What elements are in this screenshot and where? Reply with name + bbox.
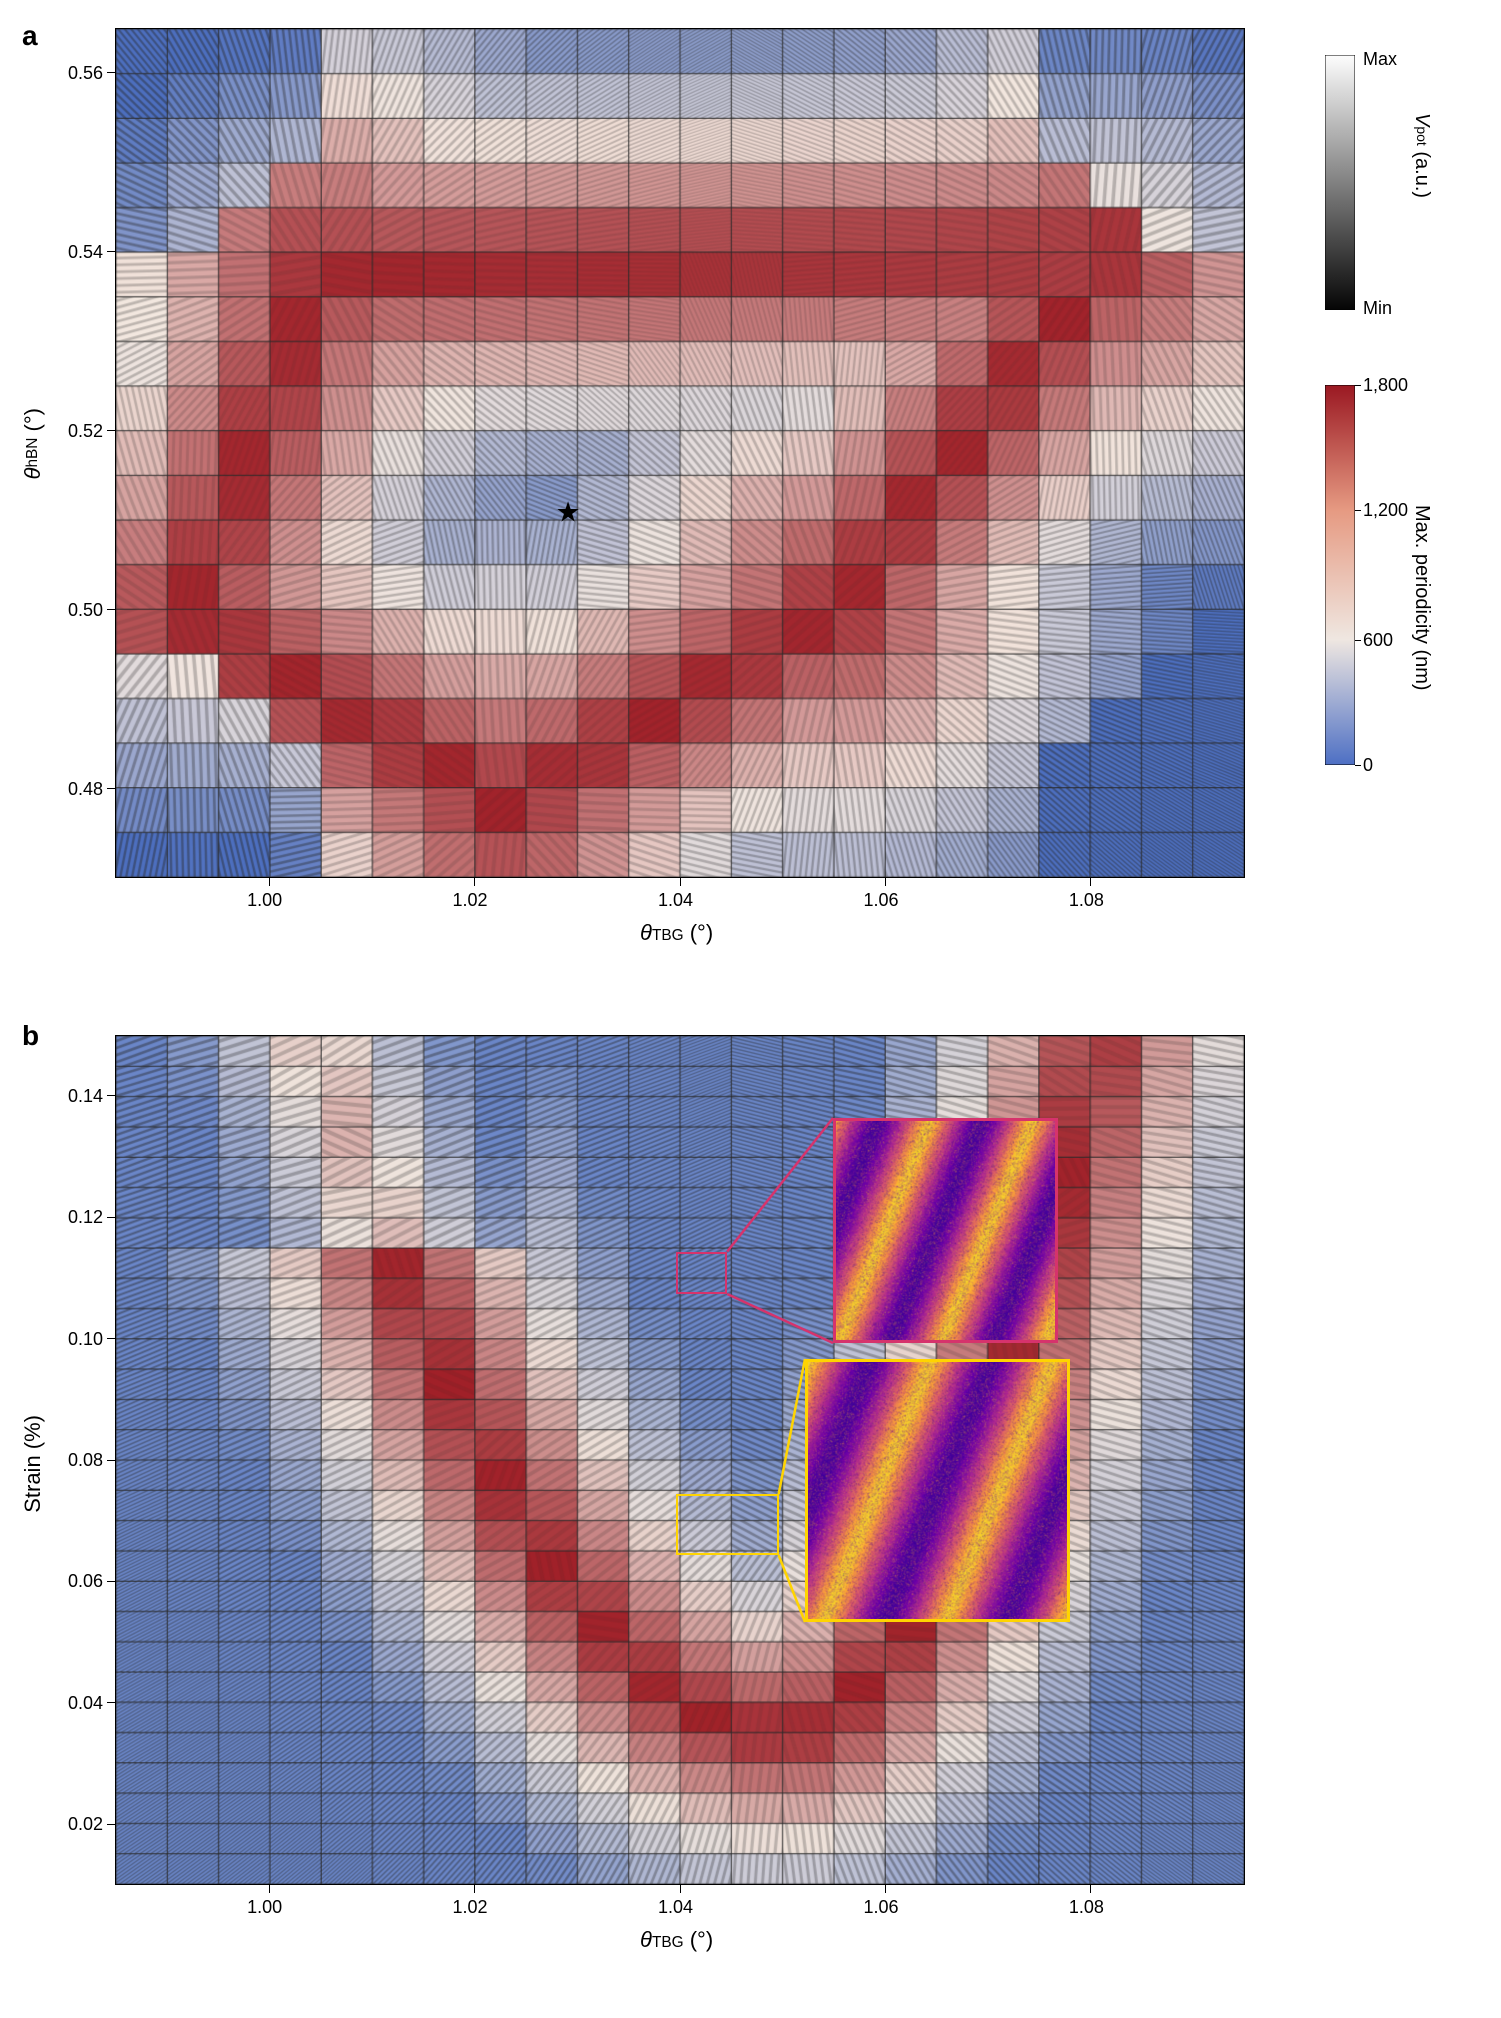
y-tick (107, 1460, 115, 1461)
colorbar-tick-label: 0 (1363, 755, 1373, 776)
y-tick (107, 1338, 115, 1339)
panel-a-label: a (22, 20, 38, 52)
periodicity-colorbar: Max. periodicity (nm)1,8001,2006000 (1325, 385, 1485, 765)
y-tick-label: 0.52 (68, 421, 103, 442)
inset-yellow-canvas (808, 1362, 1067, 1619)
y-tick (107, 1095, 115, 1096)
y-tick-label: 0.10 (68, 1329, 103, 1350)
heatmap-canvas (116, 29, 1244, 877)
y-tick (107, 609, 115, 610)
x-tick-label: 1.06 (863, 1897, 898, 1918)
colorbar-tick-label: 1,200 (1363, 500, 1408, 521)
x-tick (885, 1885, 886, 1893)
y-tick-label: 0.54 (68, 242, 103, 263)
colorbar-tick (1355, 510, 1361, 511)
x-tick-label: 1.04 (658, 890, 693, 911)
colorbar-tick-label: 1,800 (1363, 375, 1408, 396)
x-tick (1090, 878, 1091, 886)
y-axis-label: Strain (%) (20, 1415, 46, 1513)
x-tick-label: 1.04 (658, 1897, 693, 1918)
y-tick (107, 788, 115, 789)
y-tick (107, 1824, 115, 1825)
x-axis-label: θTBG (°) (640, 1927, 713, 1953)
colorbar-tick (1355, 765, 1361, 766)
x-tick (1090, 1885, 1091, 1893)
y-axis-label: θhBN (°) (20, 408, 46, 479)
colorbar-tick (1355, 385, 1361, 386)
y-tick-label: 0.06 (68, 1571, 103, 1592)
inset-yellow-src-box (676, 1494, 779, 1555)
y-tick (107, 430, 115, 431)
y-tick-label: 0.14 (68, 1086, 103, 1107)
x-tick (474, 878, 475, 886)
colorbar-tick-label: 600 (1363, 630, 1393, 651)
x-tick-label: 1.08 (1069, 890, 1104, 911)
y-tick-label: 0.02 (68, 1814, 103, 1835)
colorbar-tick (1355, 640, 1361, 641)
colorbar-max-label: Max (1363, 49, 1397, 70)
colorbar-label: Vpot (a.u.) (1410, 113, 1433, 198)
y-tick (107, 1702, 115, 1703)
y-tick-label: 0.08 (68, 1450, 103, 1471)
y-tick-label: 0.12 (68, 1207, 103, 1228)
inset-yellow (805, 1359, 1070, 1622)
y-tick-label: 0.48 (68, 779, 103, 800)
x-tick-label: 1.00 (247, 1897, 282, 1918)
x-tick-label: 1.00 (247, 890, 282, 911)
plot-area: ★ (115, 28, 1245, 878)
x-axis-label: θTBG (°) (640, 920, 713, 946)
inset-magenta-src-box (676, 1252, 727, 1295)
y-tick-label: 0.50 (68, 600, 103, 621)
x-tick (474, 1885, 475, 1893)
y-tick (107, 251, 115, 252)
y-tick-label: 0.04 (68, 1693, 103, 1714)
inset-magenta-canvas (836, 1121, 1055, 1340)
x-tick-label: 1.02 (453, 1897, 488, 1918)
x-tick-label: 1.06 (863, 890, 898, 911)
y-tick (107, 1217, 115, 1218)
y-tick (107, 72, 115, 73)
x-tick (269, 1885, 270, 1893)
x-tick (680, 1885, 681, 1893)
vpot-colorbar: Vpot (a.u.)MaxMin (1325, 55, 1485, 310)
x-tick (680, 878, 681, 886)
inset-magenta (833, 1118, 1058, 1343)
y-tick (107, 1581, 115, 1582)
x-tick (269, 878, 270, 886)
x-tick (885, 878, 886, 886)
heatmap-canvas (116, 1036, 1244, 1884)
star-marker: ★ (555, 496, 580, 529)
colorbar-label: Max. periodicity (nm) (1410, 505, 1433, 691)
plot-area (115, 1035, 1245, 1885)
panel-b-label: b (22, 1020, 39, 1052)
colorbar-min-label: Min (1363, 298, 1392, 319)
y-tick-label: 0.56 (68, 63, 103, 84)
x-tick-label: 1.02 (453, 890, 488, 911)
x-tick-label: 1.08 (1069, 1897, 1104, 1918)
